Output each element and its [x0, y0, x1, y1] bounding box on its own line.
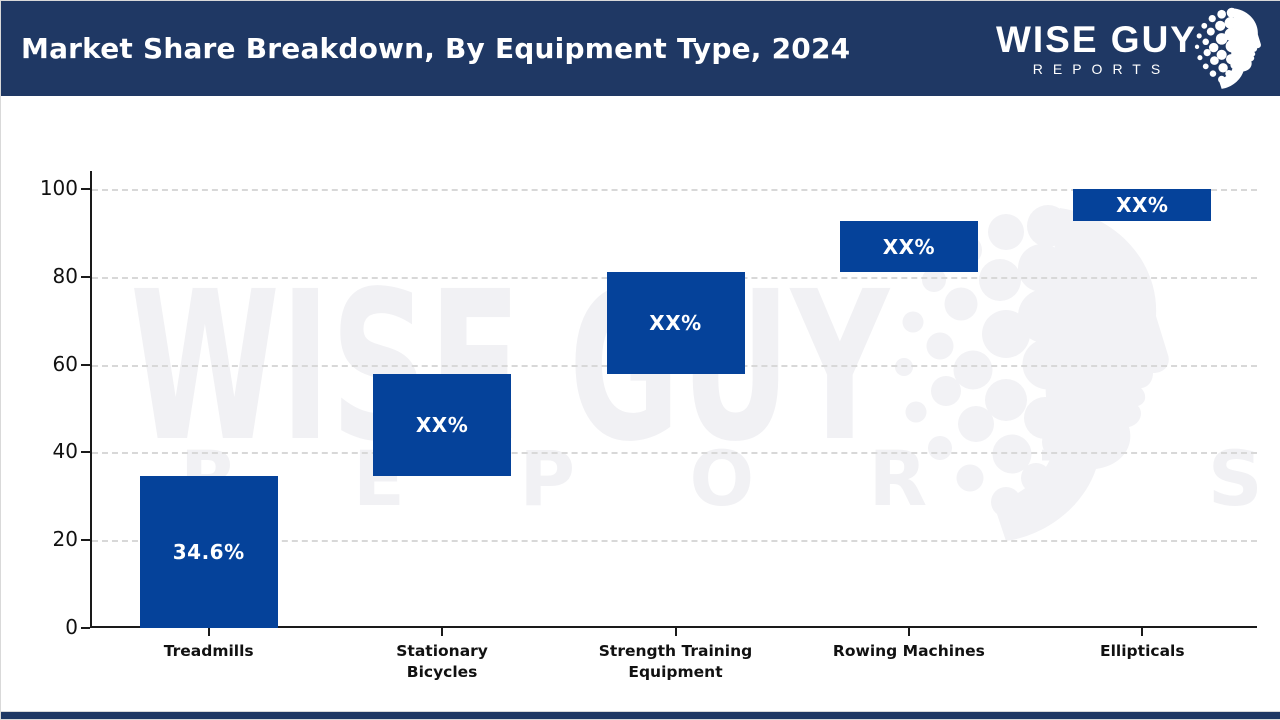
bar-value-label: XX%: [415, 413, 469, 438]
x-category-label: Strength Training Equipment: [598, 642, 753, 681]
logo-subtitle: REPORTS: [1032, 60, 1171, 77]
bottom-accent-bar: [1, 712, 1280, 719]
bar-value-label: 34.6%: [172, 540, 245, 565]
y-tick-label: 60: [52, 351, 78, 376]
y-tick-label: 80: [52, 263, 78, 288]
header-bar: Market Share Breakdown, By Equipment Typ…: [1, 1, 1280, 96]
chart-canvas: WISE GUY R E P O R T S 0 20 40 60 80 100 34.6%…: [2, 96, 1280, 714]
wiseguy-logo-text: WISE GUY REPORTS: [996, 21, 1197, 77]
bar-value-label: XX%: [882, 234, 936, 259]
y-tick-label: 40: [52, 439, 78, 464]
wiseguy-head-icon: [1194, 7, 1261, 89]
bar-value-label: XX%: [1116, 193, 1169, 218]
gridline-40: [92, 452, 1257, 455]
bar-segment: XX%: [373, 374, 512, 477]
bar-segment: 34.6%: [139, 476, 278, 628]
x-category-label: Treadmills: [163, 642, 254, 660]
page-title: Market Share Breakdown, By Equipment Typ…: [21, 32, 851, 65]
gridline-100: [92, 189, 1257, 191]
x-category-label: Rowing Machines: [832, 642, 985, 660]
y-tick-label: 20: [52, 527, 78, 552]
x-tick-mark: [1141, 628, 1144, 636]
y-tick-mark: [81, 539, 90, 542]
bar-value-label: XX%: [649, 311, 702, 336]
y-tick-label: 100: [39, 176, 78, 200]
bar-segment: XX%: [1073, 189, 1212, 222]
y-tick-label: 0: [65, 615, 78, 639]
y-tick-mark: [81, 275, 90, 278]
x-category-label: Ellipticals: [1100, 642, 1185, 660]
gridline-20: [92, 540, 1257, 543]
bottom-divider: [1, 711, 1280, 712]
wiseguy-logo: WISE GUY REPORTS: [996, 7, 1280, 91]
x-tick-mark: [441, 628, 444, 636]
x-tick-mark: [207, 628, 210, 636]
y-tick-mark: [81, 627, 90, 629]
bar-segment: XX%: [839, 221, 978, 273]
plot-area: 0 20 40 60 80 100 34.6% Treadmills XX% Stationary…: [40, 171, 1257, 681]
logo-wordmark: WISE GUY: [995, 18, 1197, 60]
x-category-label: Stationary Bicycles: [396, 642, 488, 681]
bar-segment: XX%: [606, 272, 745, 375]
x-tick-mark: [674, 628, 677, 636]
x-tick-mark: [907, 628, 910, 636]
y-tick-mark: [81, 451, 90, 454]
y-tick-mark: [81, 363, 90, 366]
y-tick-mark: [81, 188, 90, 190]
